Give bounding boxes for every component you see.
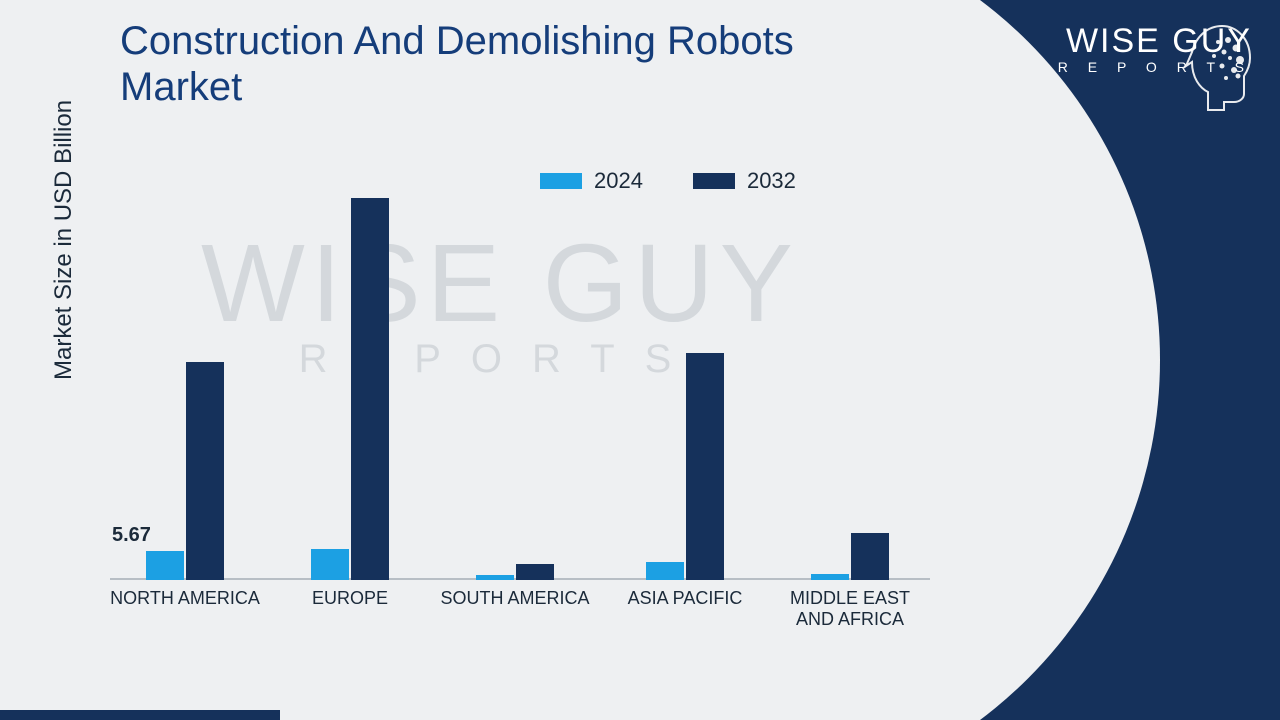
bar-value-label-na-2024: 5.67 <box>112 524 151 547</box>
bar-sa-2024 <box>476 575 514 580</box>
bar-ap-2024 <box>646 562 684 580</box>
bar-eu-2032 <box>351 198 389 580</box>
bar-chart: 5.67 NORTH AMERICA EUROPE SOUTH AMERICA … <box>110 180 930 580</box>
group-north-america: 5.67 NORTH AMERICA <box>110 362 260 580</box>
category-label-na: NORTH AMERICA <box>110 588 260 609</box>
bar-ap-2032 <box>686 353 724 580</box>
bar-eu-2024 <box>311 549 349 580</box>
chart-title: Construction And Demolishing Robots Mark… <box>120 18 840 110</box>
group-asia-pacific: ASIA PACIFIC <box>610 353 760 580</box>
category-label-ap: ASIA PACIFIC <box>610 588 760 609</box>
bar-na-2032 <box>186 362 224 580</box>
bar-na-2024 <box>146 551 184 580</box>
bottom-accent-bar <box>0 710 280 720</box>
group-europe: EUROPE <box>275 198 425 580</box>
y-axis-label: Market Size in USD Billion <box>50 100 78 380</box>
group-mea: MIDDLE EAST AND AFRICA <box>775 533 925 580</box>
bar-mea-2032 <box>851 533 889 580</box>
category-label-mea: MIDDLE EAST AND AFRICA <box>775 588 925 629</box>
bar-sa-2032 <box>516 564 554 580</box>
category-label-eu: EUROPE <box>275 588 425 609</box>
group-south-america: SOUTH AMERICA <box>440 564 590 580</box>
brain-head-icon <box>1178 22 1258 112</box>
bar-mea-2024 <box>811 574 849 580</box>
category-label-sa: SOUTH AMERICA <box>440 588 590 609</box>
